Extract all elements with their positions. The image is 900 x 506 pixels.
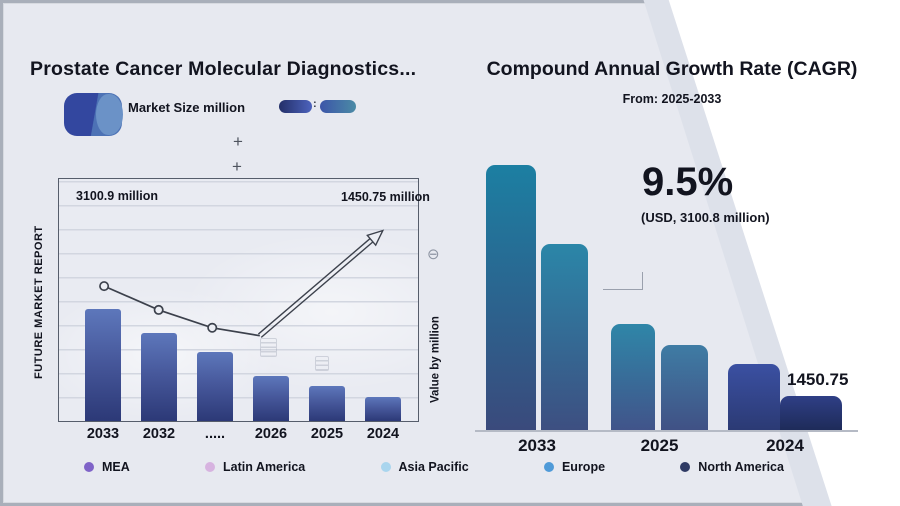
cagr-bar	[611, 324, 655, 430]
legend-item-latin-america: Latin America	[205, 460, 305, 474]
cagr-bar	[661, 345, 708, 430]
cagr-value: 9.5%	[642, 160, 734, 204]
legend-label: North America	[698, 460, 784, 474]
cagr-chart: 2033 2025 2024	[475, 160, 858, 455]
cagr-group-2025: 2025	[611, 324, 708, 455]
legend-item-north-america: North America	[680, 460, 784, 474]
pill-icon-dark	[279, 100, 312, 113]
plus-icon: +	[232, 157, 242, 176]
value-axis-label: Value by million	[429, 316, 442, 404]
legend-item-asia-pacific: Asia Pacific	[380, 460, 469, 474]
cagr-subtitle: From: 2025-2033	[622, 92, 722, 106]
page-title: Prostate Cancer Molecular Diagnostics...	[30, 58, 417, 80]
legend-dot-icon	[543, 462, 554, 472]
document-icon	[260, 338, 277, 357]
legend-label: Europe	[561, 460, 606, 474]
legend-dot-icon	[680, 462, 691, 472]
cagr-group-2033: 2033	[486, 165, 588, 455]
legend-item-mea: MEA	[84, 460, 130, 474]
document-icon	[315, 356, 329, 371]
market-size-chart	[58, 178, 419, 422]
cylinder-icon	[64, 93, 123, 136]
trend-arrow-graphic	[99, 229, 385, 338]
market-bar-2026	[253, 376, 289, 421]
market-x-label: 2024	[366, 426, 400, 442]
cagr-bar	[780, 396, 842, 430]
market-bar-.....	[197, 352, 233, 421]
market-size-label: Market Size million	[128, 100, 246, 115]
market-x-label: .....	[204, 426, 226, 442]
chart-annotation-right: 1450.75 million	[341, 190, 430, 204]
market-bars	[59, 179, 418, 421]
legend-dot-icon	[205, 462, 216, 472]
legend: MEA Latin America Asia Pacific Europe North …	[84, 460, 784, 474]
cagr-bar	[541, 244, 588, 430]
cagr-bar	[486, 165, 536, 430]
legend-dot-icon	[380, 462, 391, 472]
market-bar-2033	[85, 309, 121, 421]
market-x-label: 2025	[310, 426, 344, 442]
cagr-bar	[728, 364, 780, 430]
market-x-labels: 2033 2032..... 2026 2025 2024	[58, 426, 436, 442]
pill-separator: :	[313, 98, 317, 110]
cagr-title: Compound Annual Growth Rate (CAGR)	[486, 58, 858, 80]
step-line-decoration	[603, 272, 643, 290]
market-bar-2024	[365, 397, 401, 421]
value-callout: 1450.75	[787, 370, 849, 389]
market-x-label: 2033	[86, 426, 120, 442]
watermark-vertical-label: FUTURE MARKET REPORT	[33, 225, 45, 380]
market-x-label: 2026	[254, 426, 288, 442]
legend-label: Latin America	[223, 460, 306, 474]
legend-item-europe: Europe	[543, 460, 606, 474]
cagr-group-label: 2033	[518, 436, 556, 455]
legend-label: MEA	[102, 460, 130, 474]
market-x-label: 2032	[142, 426, 176, 442]
cagr-group-label: 2024	[766, 436, 804, 455]
cagr-note: (USD, 3100.8 million)	[641, 210, 770, 225]
plus-icon: +	[233, 132, 243, 151]
market-bar-2032	[141, 333, 177, 421]
chart-annotation-left: 3100.9 million	[76, 189, 158, 203]
legend-dot-icon	[84, 462, 94, 472]
market-bar-2025	[309, 386, 345, 421]
cagr-group-2024: 2024	[728, 364, 842, 455]
cagr-group-label: 2025	[640, 436, 679, 455]
minus-circle-icon: ⊖	[427, 246, 440, 263]
legend-label: Asia Pacific	[398, 460, 469, 474]
pill-icon-teal	[320, 100, 356, 113]
